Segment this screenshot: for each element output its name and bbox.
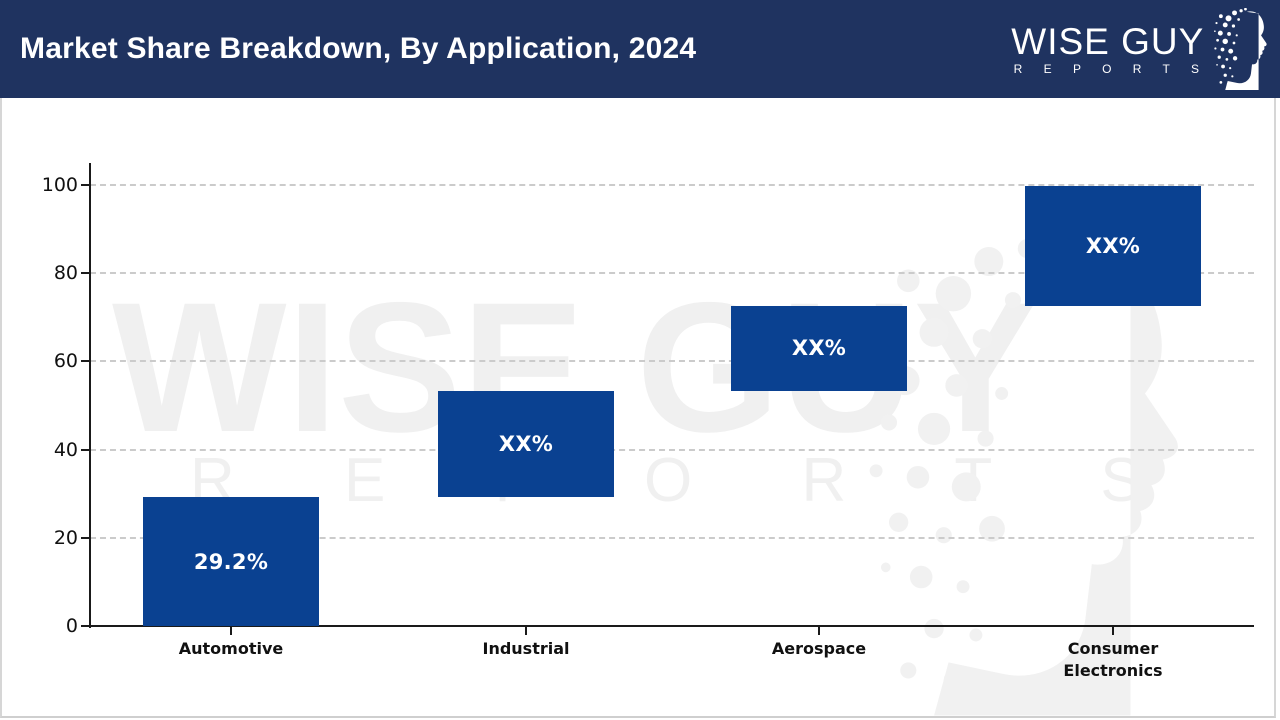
x-tick-mark-2	[818, 627, 820, 635]
logo-text: WISE GUY R E P O R T S	[1008, 23, 1208, 75]
wise-guy-face-icon	[1214, 8, 1267, 90]
bar-consumer-electronics: XX%	[1025, 186, 1201, 306]
x-tick-mark-1	[525, 627, 527, 635]
x-category-label-2: Aerospace	[771, 639, 867, 658]
bar-value-label: XX%	[498, 431, 554, 456]
y-tick-label-60: 60	[53, 350, 78, 373]
plot-area: 0 20 40 60 80 100 29.2% Automotive XX% Industrial…	[2, 98, 1274, 716]
gridline-60	[90, 360, 1254, 363]
x-category-label-0: Automotive	[178, 639, 284, 658]
y-tick-mark-100	[81, 184, 90, 186]
x-category-label-1: Industrial	[482, 639, 570, 658]
x-axis-spine	[90, 625, 1254, 627]
x-category-label-3: Consumer Electronics	[1063, 639, 1163, 680]
y-tick-mark-80	[81, 272, 90, 275]
x-tick-mark-3	[1112, 627, 1114, 635]
bar-value-label: XX%	[791, 336, 847, 361]
wise-guy-logo: WISE GUY R E P O R T S	[1008, 0, 1268, 98]
y-tick-mark-20	[81, 536, 90, 539]
y-tick-label-100: 100	[41, 174, 78, 196]
gridline-100	[90, 184, 1254, 186]
logo-wordmark: WISE GUY	[1011, 21, 1205, 62]
x-tick-mark-0	[230, 627, 232, 635]
logo-subtext: R E P O R T S	[1013, 62, 1208, 76]
y-tick-label-0: 0	[65, 615, 78, 637]
y-tick-mark-60	[81, 360, 90, 363]
gridline-40	[90, 448, 1254, 451]
y-tick-label-80: 80	[53, 262, 78, 285]
chart-title: Market Share Breakdown, By Application, …	[20, 32, 697, 65]
chart-canvas: WISE GUY R E P O R T S 0 20	[0, 98, 1276, 718]
y-tick-mark-40	[81, 448, 90, 451]
y-tick-label-40: 40	[53, 438, 78, 461]
gridline-20	[90, 536, 1254, 539]
y-axis-spine	[89, 163, 91, 628]
bar-automotive: 29.2%	[143, 497, 319, 626]
bar-aerospace: XX%	[731, 305, 907, 391]
bar-industrial: XX%	[438, 390, 614, 498]
gridline-80	[90, 272, 1254, 275]
header-bar: Market Share Breakdown, By Application, …	[0, 0, 1280, 98]
bar-value-label: XX%	[1085, 234, 1141, 259]
y-tick-label-20: 20	[53, 526, 78, 549]
y-tick-mark-0	[81, 625, 90, 627]
bar-value-label: 29.2%	[193, 549, 269, 574]
